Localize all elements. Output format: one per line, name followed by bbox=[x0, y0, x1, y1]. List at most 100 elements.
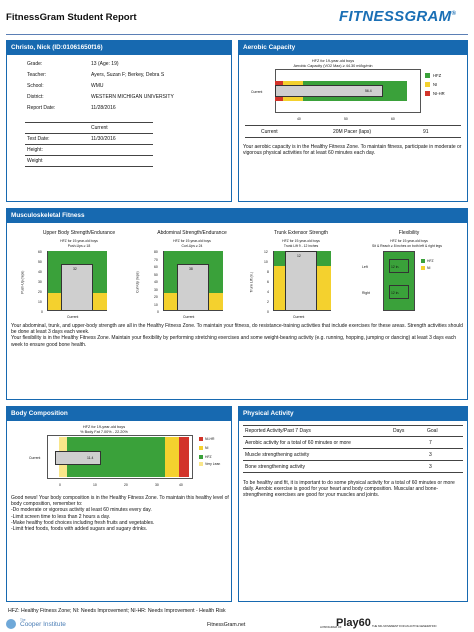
aerobic-panel-title: Aerobic Capacity bbox=[239, 41, 467, 55]
flexibility-left-label: Left bbox=[362, 265, 368, 269]
field-label-district: District: bbox=[27, 94, 44, 100]
legend-swatch-nihr bbox=[199, 437, 203, 441]
upper-tick: 60 bbox=[38, 250, 42, 254]
flexibility-title: Flexibility bbox=[398, 230, 420, 236]
activity-table-rule bbox=[243, 460, 463, 461]
cooper-name: Cooper Institute bbox=[20, 621, 66, 628]
body-tick-40: 40 bbox=[179, 483, 183, 487]
report-title: FitnessGram Student Report bbox=[6, 12, 137, 23]
abdominal-axis bbox=[163, 251, 223, 311]
body-chart-title-1: HFZ for 19-year-old boys bbox=[82, 425, 126, 429]
cooper-institute-logo: The Cooper Institute bbox=[6, 618, 96, 630]
aerobic-table-rule bbox=[245, 137, 461, 138]
upper-tick: 0 bbox=[41, 310, 43, 314]
abdominal-title: Abdominal Strength/Endurance bbox=[157, 230, 227, 236]
abdominal-ylabel: Curl-Up (reps) bbox=[135, 271, 140, 293]
body-composition-panel-title: Body Composition bbox=[7, 407, 231, 421]
physical-activity-panel-title: Physical Activity bbox=[239, 407, 467, 421]
activity-goal-aerobic: 7 bbox=[429, 440, 432, 446]
row-label-weight: Weight bbox=[27, 158, 43, 164]
activity-goal-muscle: 3 bbox=[429, 452, 432, 458]
body-chart-frame bbox=[47, 435, 193, 479]
upper-body-hfz-2: Push-Ups ≥ 18 bbox=[67, 244, 91, 248]
upper-xlabel: Current bbox=[67, 315, 79, 319]
legend-swatch-very-lean bbox=[199, 462, 203, 466]
flexibility-right-value: 12 in. bbox=[391, 291, 400, 295]
flexibility-left-bar bbox=[389, 259, 409, 273]
legend-label-hfz: HFZ bbox=[433, 73, 442, 78]
legend-swatch-ni bbox=[199, 446, 203, 450]
aerobic-score-label: 56.4 bbox=[365, 89, 372, 93]
aerobic-message: Your aerobic capacity is in the Healthy … bbox=[243, 144, 462, 157]
flexibility-hfz-2: Sit & Reach ≥ 8 inches on both left & ri… bbox=[372, 244, 442, 248]
field-label-school: School: bbox=[27, 83, 44, 89]
musculoskeletal-panel-title: Musculoskeletal Fitness bbox=[7, 209, 467, 223]
trunk-tick: 6 bbox=[267, 280, 269, 284]
body-tick-30: 30 bbox=[155, 483, 159, 487]
field-label-report-date: Report Date: bbox=[27, 105, 56, 111]
sponsor-caption: A PROGRAM OF bbox=[320, 625, 342, 629]
physical-activity-message: To be healthy and fit, it is important t… bbox=[243, 480, 455, 499]
aerobic-table-score: 91 bbox=[423, 129, 429, 135]
body-composition-message: Good news! Your body composition is in t… bbox=[11, 495, 229, 533]
body-tick-0: 0 bbox=[59, 483, 61, 487]
legend-label-nihr: NI-HR bbox=[205, 437, 215, 441]
abdominal-hfz-2: Curl-Ups ≥ 24 bbox=[181, 244, 203, 248]
trunk-tick: 8 bbox=[267, 270, 269, 274]
upper-score-label: 32 bbox=[73, 267, 77, 271]
activity-row-aerobic: Aerobic activity for a total of 60 minut… bbox=[245, 440, 351, 446]
trunk-score-bar bbox=[285, 251, 317, 311]
aerobic-tick-50: 50 bbox=[344, 117, 348, 121]
flexibility-hfz-1: HFZ for 19-year-old boys bbox=[390, 239, 428, 243]
activity-table-rule bbox=[243, 448, 463, 449]
aerobic-table-rule bbox=[245, 125, 461, 126]
legend-swatch-nihr bbox=[425, 91, 430, 96]
legend-swatch-ni bbox=[421, 266, 425, 270]
upper-tick: 30 bbox=[38, 280, 42, 284]
aerobic-panel: Aerobic Capacity HFZ for 19-year-old boy… bbox=[238, 40, 468, 202]
trunk-title: Trunk Extensor Strength bbox=[273, 230, 328, 236]
aerobic-table-test-name: 20M Pacer (laps) bbox=[333, 129, 372, 135]
activity-col-goal: Goal bbox=[427, 428, 438, 434]
field-label-teacher: Teacher: bbox=[27, 72, 47, 78]
field-value-teacher: Ayers, Suzan F; Berkey, Debra S bbox=[91, 72, 165, 78]
body-chart-title-2: % Body Fat 7.00% - 22.20% bbox=[80, 430, 128, 434]
trunk-score-label: 12 bbox=[297, 254, 301, 258]
body-tick-20: 20 bbox=[124, 483, 128, 487]
activity-col-days: Days bbox=[393, 428, 405, 434]
student-panel: Christo, Nick (ID:01061650f16) Grade: 13… bbox=[6, 40, 232, 202]
brand-text: FITNESSGRAM bbox=[339, 8, 452, 25]
row-value-test-date: 11/30/2016 bbox=[91, 136, 116, 142]
activity-table-rule bbox=[243, 472, 463, 473]
legend-label-ni: NI bbox=[205, 446, 209, 450]
fitnessgram-url[interactable]: FitnessGram.net bbox=[207, 622, 246, 628]
flexibility-right-bar bbox=[389, 285, 409, 299]
abdominal-tick: 80 bbox=[154, 250, 158, 254]
trunk-tick: 4 bbox=[267, 290, 269, 294]
legend-label-hfz: HFZ bbox=[427, 259, 434, 263]
activity-goal-bone: 3 bbox=[429, 464, 432, 470]
sponsor-tagline: THE NFL MOVEMENT FOR AN ACTIVE GENERATIO… bbox=[372, 625, 437, 628]
body-zone-ni bbox=[165, 437, 179, 477]
body-score-label: 11.4 bbox=[87, 456, 94, 460]
legend-swatch-hfz bbox=[425, 73, 430, 78]
activity-table-rule bbox=[243, 425, 463, 426]
physical-activity-panel: Physical Activity Reported Activity/Past… bbox=[238, 406, 468, 602]
upper-tick: 40 bbox=[38, 270, 42, 274]
abdominal-hfz-1: HFZ for 19-year-old boys bbox=[173, 239, 211, 243]
flexibility-right-label: Right bbox=[362, 291, 370, 295]
flexibility-left-value: 12 in. bbox=[391, 265, 400, 269]
table-rule bbox=[25, 166, 153, 167]
trunk-tick: 12 bbox=[264, 250, 268, 254]
legend-label-hfz: HFZ bbox=[205, 455, 212, 459]
abdominal-xlabel: Current bbox=[183, 315, 195, 319]
body-score-bar bbox=[55, 451, 101, 465]
fitnessgram-logo: FITNESSGRAM® bbox=[339, 8, 456, 25]
upper-tick: 10 bbox=[38, 300, 42, 304]
legend-label-ni: NI bbox=[433, 82, 438, 87]
abdominal-score-bar bbox=[177, 264, 209, 311]
aerobic-tick-60: 60 bbox=[391, 117, 395, 121]
table-rule bbox=[25, 133, 153, 134]
cooper-the: The bbox=[20, 618, 26, 622]
musculoskeletal-message: Your abdominal, trunk, and upper-body st… bbox=[11, 323, 463, 348]
